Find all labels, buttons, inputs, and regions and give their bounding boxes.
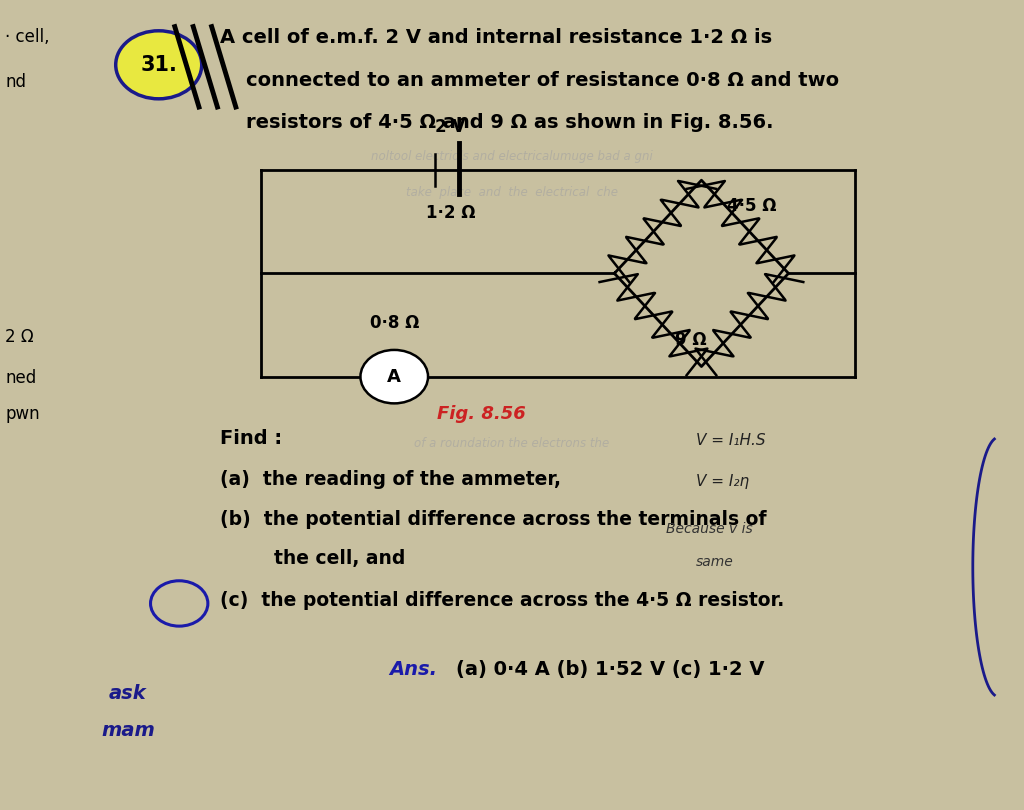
Text: 0·8 Ω: 0·8 Ω [370,314,419,332]
Text: 4·5 Ω: 4·5 Ω [727,198,776,215]
Text: the cell, and: the cell, and [274,549,406,568]
Text: 2 Ω: 2 Ω [5,328,34,346]
Text: Ans.: Ans. [389,660,437,679]
Text: Because v is: Because v is [666,522,753,536]
Text: Fig. 8.56: Fig. 8.56 [437,405,525,423]
Text: same: same [696,555,734,569]
Text: connected to an ammeter of resistance 0·8 Ω and two: connected to an ammeter of resistance 0·… [246,71,839,90]
Text: ask: ask [110,684,146,703]
Text: V = I₁H.S: V = I₁H.S [696,433,766,449]
Circle shape [116,31,202,99]
Text: of a roundation the electrons the: of a roundation the electrons the [415,437,609,450]
Text: (c)  the potential difference across the 4·5 Ω resistor.: (c) the potential difference across the … [220,591,784,610]
Text: Find :: Find : [220,429,283,448]
Text: 2 V: 2 V [435,118,466,136]
Circle shape [360,350,428,403]
Text: (b)  the potential difference across the terminals of: (b) the potential difference across the … [220,510,767,529]
Text: A cell of e.m.f. 2 V and internal resistance 1·2 Ω is: A cell of e.m.f. 2 V and internal resist… [220,28,772,47]
Text: · cell,: · cell, [5,28,49,46]
Text: mam: mam [101,721,155,740]
Text: take  place  and  the  electrical  che: take place and the electrical che [406,186,618,199]
Text: noltool electriols and electricalumuge bad a gni: noltool electriols and electricalumuge b… [371,150,653,163]
Text: 9 Ω: 9 Ω [676,331,707,349]
Text: (a)  the reading of the ammeter,: (a) the reading of the ammeter, [220,470,561,488]
Text: resistors of 4·5 Ω and 9 Ω as shown in Fig. 8.56.: resistors of 4·5 Ω and 9 Ω as shown in F… [246,113,773,132]
Text: nd: nd [5,73,27,91]
Text: 1·2 Ω: 1·2 Ω [426,204,475,222]
Text: (a) 0·4 A (b) 1·52 V (c) 1·2 V: (a) 0·4 A (b) 1·52 V (c) 1·2 V [456,660,764,679]
Text: 31.: 31. [140,55,177,75]
Text: pwn: pwn [5,405,40,423]
Text: A: A [387,368,401,386]
Text: V = I₂η: V = I₂η [696,474,750,489]
Text: ned: ned [5,369,37,386]
